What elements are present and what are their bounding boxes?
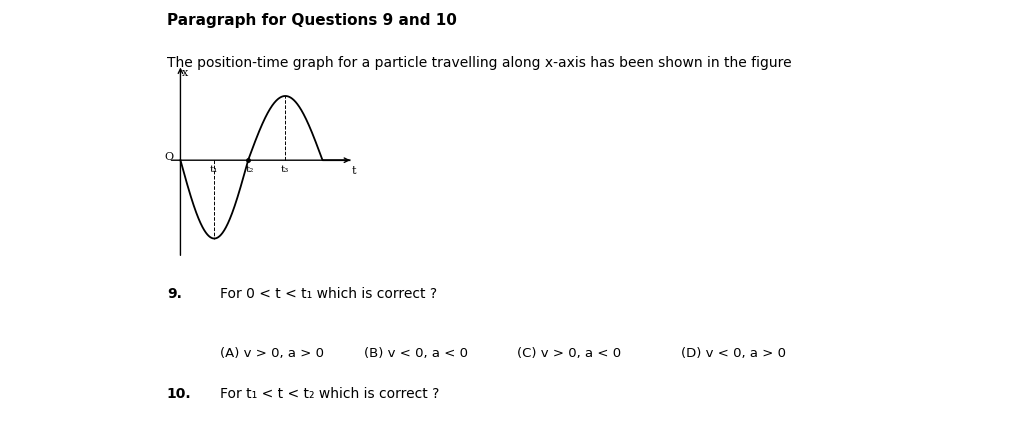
Text: 9.: 9.	[167, 287, 182, 301]
Text: (C) v > 0, a < 0: (C) v > 0, a < 0	[517, 347, 622, 360]
Text: x: x	[182, 68, 188, 78]
Text: 10.: 10.	[167, 387, 191, 401]
Text: (B) v < 0, a < 0: (B) v < 0, a < 0	[364, 347, 468, 360]
Text: t: t	[351, 166, 355, 177]
Text: (A) v > 0, a > 0: (A) v > 0, a > 0	[220, 347, 325, 360]
Text: The position-time graph for a particle travelling along x-axis has been shown in: The position-time graph for a particle t…	[167, 56, 792, 69]
Text: Paragraph for Questions 9 and 10: Paragraph for Questions 9 and 10	[167, 13, 457, 28]
Text: For 0 < t < t₁ which is correct ?: For 0 < t < t₁ which is correct ?	[220, 287, 437, 301]
Text: (D) v < 0, a > 0: (D) v < 0, a > 0	[681, 347, 786, 360]
Text: O: O	[164, 152, 173, 162]
Text: For t₁ < t < t₂ which is correct ?: For t₁ < t < t₂ which is correct ?	[220, 387, 439, 401]
Text: t₁: t₁	[210, 165, 218, 174]
Text: t₃: t₃	[282, 165, 290, 174]
Text: t₂: t₂	[246, 165, 254, 174]
